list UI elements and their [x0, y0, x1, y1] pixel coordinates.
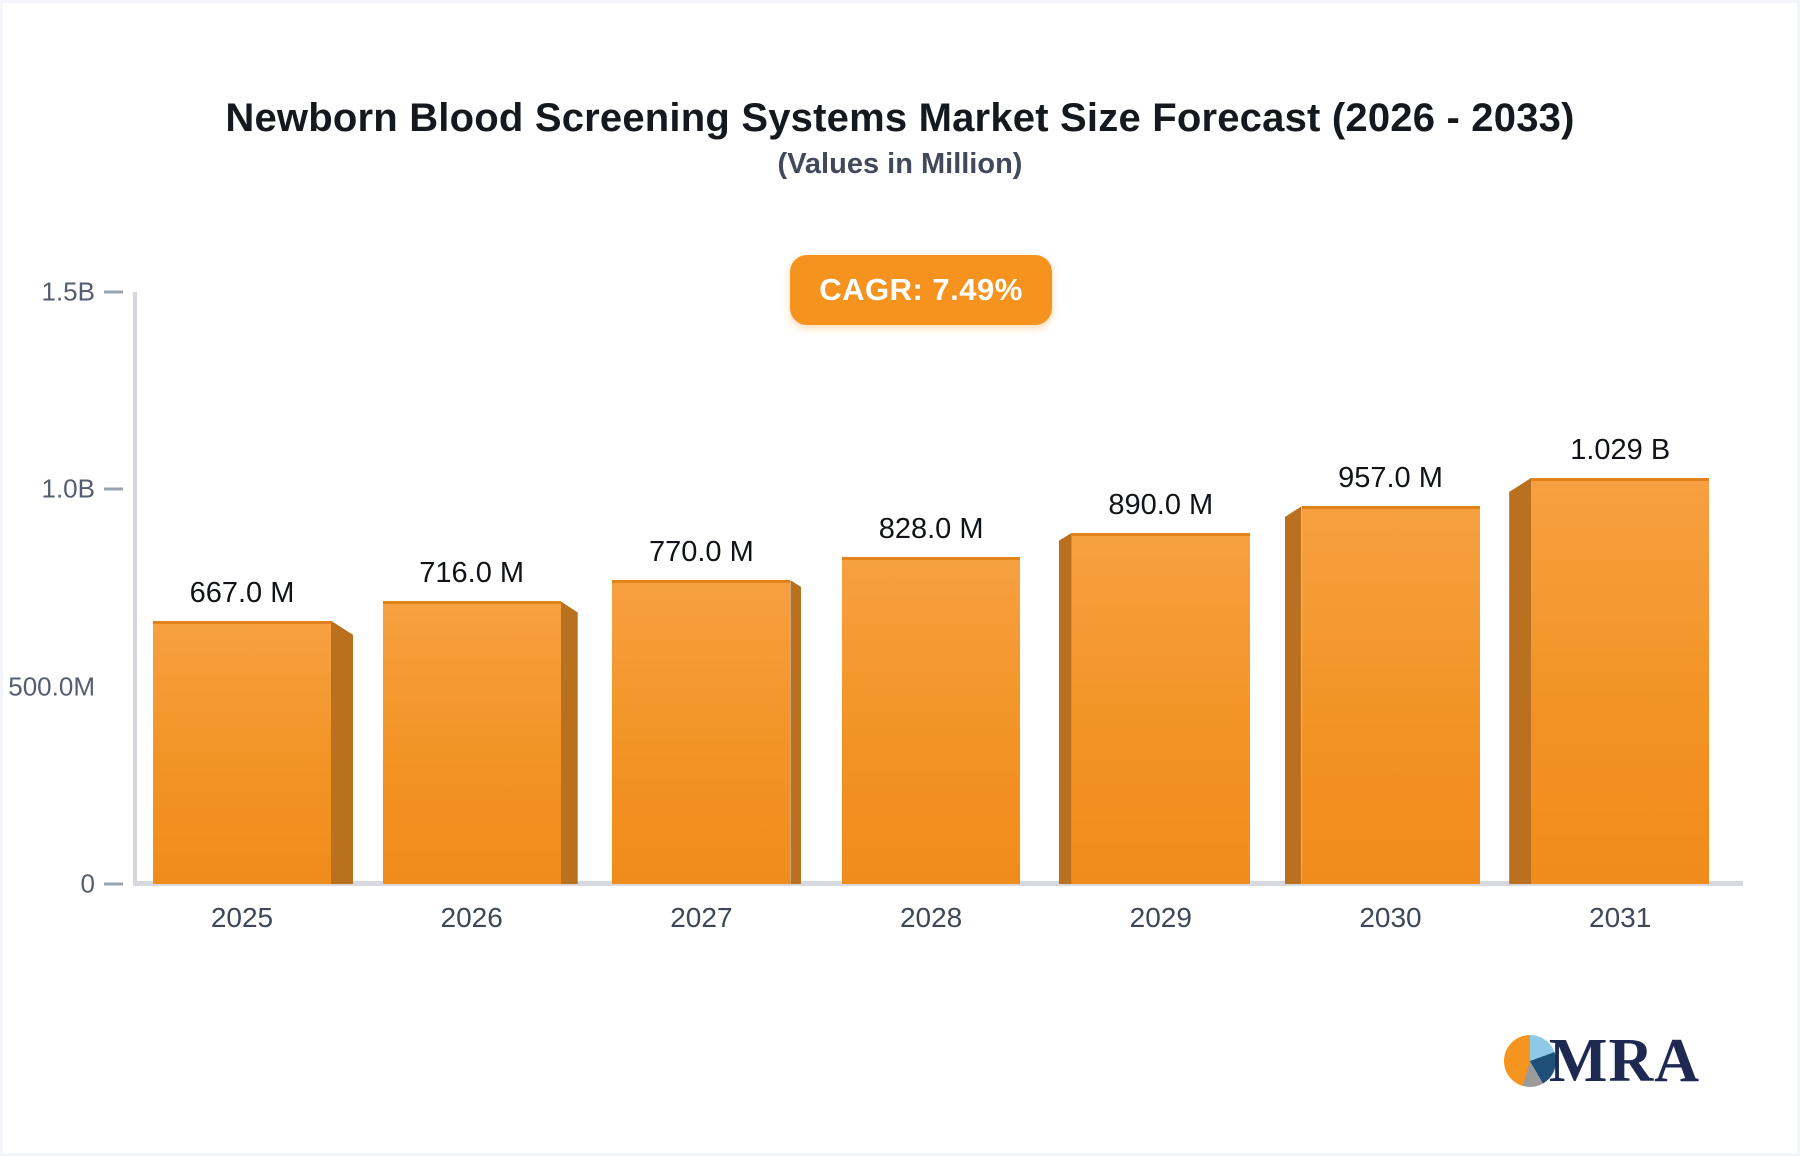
y-tick-dash — [104, 290, 123, 294]
y-tick-label: 1.0B — [41, 473, 96, 504]
bar-side-face-2026 — [560, 601, 578, 884]
bar-value-label-2031: 1.029 B — [1570, 433, 1671, 466]
bar-2027 — [612, 580, 791, 884]
mra-logo: MRA — [1503, 1027, 1700, 1095]
pie-chart-logo-icon — [1503, 1035, 1556, 1087]
bar-2026 — [382, 601, 561, 884]
bar-2030 — [1301, 506, 1480, 884]
y-tick-label: 1.5B — [41, 276, 96, 307]
bar-value-label-2030: 957.0 M — [1338, 462, 1443, 495]
x-axis-label-2029: 2029 — [1129, 902, 1192, 933]
x-axis-label-2028: 2028 — [899, 902, 963, 933]
y-axis-line — [133, 292, 137, 886]
bar-side-face-2027 — [790, 580, 802, 884]
chart-subtitle: (Values in Million) — [777, 148, 1023, 180]
x-axis-label-2027: 2027 — [670, 902, 733, 933]
bar-side-face-2031 — [1509, 477, 1532, 884]
x-axis-label-2031: 2031 — [1589, 902, 1652, 933]
x-axis-label-2030: 2030 — [1359, 902, 1422, 933]
bar-value-label-2026: 716.0 M — [419, 557, 525, 590]
y-tick-dash — [104, 882, 123, 886]
bar-side-face-2030 — [1284, 506, 1302, 884]
cagr-badge: CAGR: 7.49% — [790, 255, 1052, 325]
logo-text: MRA — [1548, 1027, 1700, 1095]
bar-value-label-2027: 770.0 M — [648, 536, 754, 569]
y-tick-dash — [104, 487, 123, 491]
y-tick-label: 500.0M — [8, 671, 95, 702]
bar-2025 — [153, 620, 331, 884]
bar-value-label-2025: 667.0 M — [189, 576, 295, 609]
cagr-badge-label: CAGR: 7.49% — [819, 272, 1023, 307]
bar-side-face-2029 — [1058, 532, 1072, 884]
x-axis-label-2025: 2025 — [210, 902, 274, 933]
x-axis-label-2026: 2026 — [440, 902, 503, 933]
chart-title: Newborn Blood Screening Systems Market S… — [225, 96, 1575, 140]
bar-2029 — [1071, 532, 1250, 884]
y-tick-label: 0 — [80, 868, 95, 899]
bar-side-face-2025 — [331, 620, 353, 884]
bar-value-label-2029: 890.0 M — [1108, 488, 1214, 521]
bar-2031 — [1531, 477, 1710, 884]
bar-value-label-2028: 828.0 M — [878, 513, 984, 546]
bar-2028 — [842, 557, 1021, 884]
